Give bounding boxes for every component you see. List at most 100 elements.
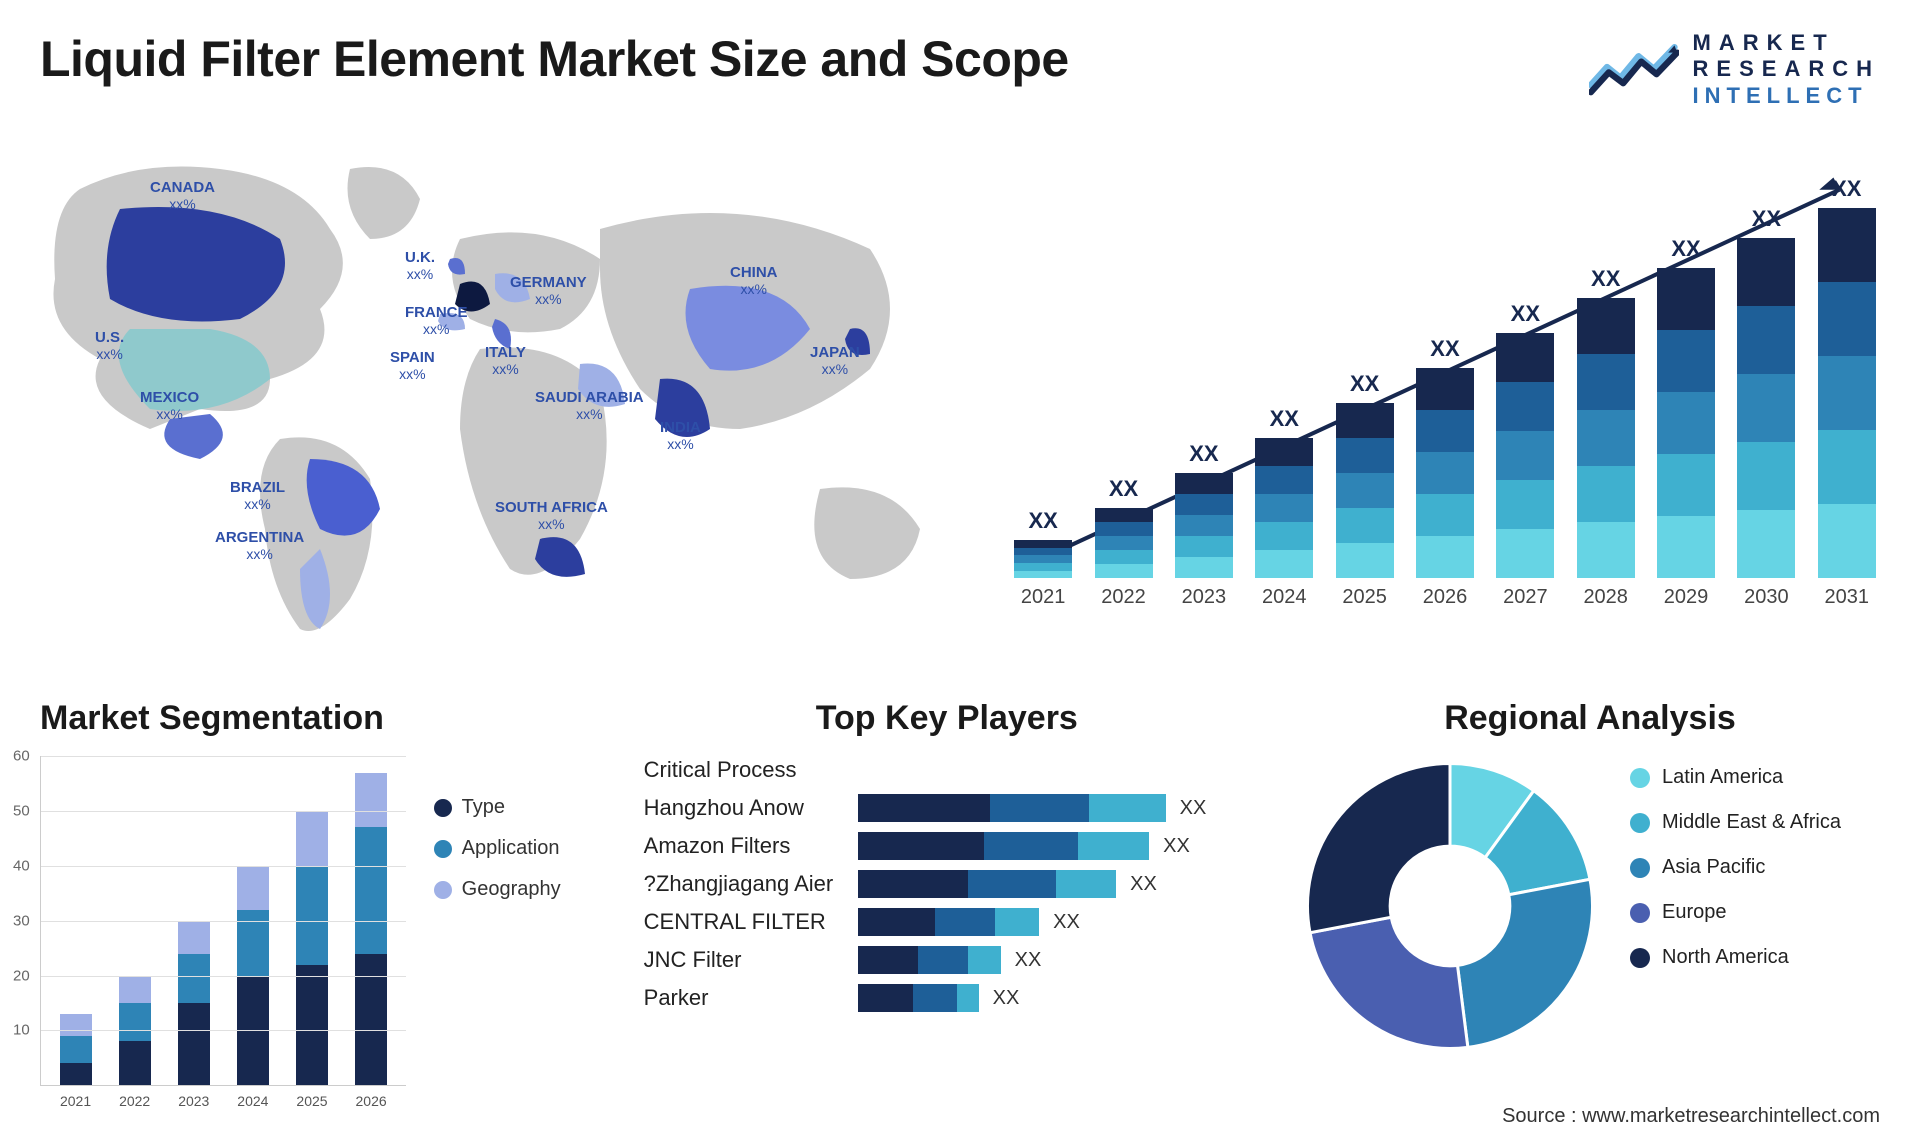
map-label-spain: SPAINxx%	[390, 349, 435, 382]
forecast-col-2031: XX 2031	[1814, 176, 1880, 609]
seg-year-label: 2026	[356, 1093, 387, 1109]
map-label-japan: JAPANxx%	[810, 344, 860, 377]
keyplayers-heading: Top Key Players	[644, 699, 1250, 738]
forecast-value-label: XX	[1109, 476, 1138, 502]
keyplayers-chart: Critical ProcessHangzhou AnowXXAmazon Fi…	[644, 756, 1250, 1012]
forecast-value-label: XX	[1671, 236, 1700, 262]
kp-value: XX	[1053, 911, 1080, 934]
kp-row: Critical Process	[644, 756, 1250, 784]
map-label-saudi-arabia: SAUDI ARABIAxx%	[535, 389, 644, 422]
seg-year-label: 2023	[178, 1093, 209, 1109]
forecast-value-label: XX	[1832, 176, 1861, 202]
kp-value: XX	[1163, 835, 1190, 858]
logo-text-2: RESEARCH	[1693, 56, 1880, 82]
forecast-value-label: XX	[1430, 336, 1459, 362]
map-label-france: FRANCExx%	[405, 304, 468, 337]
forecast-year-label: 2023	[1182, 586, 1227, 609]
forecast-year-label: 2028	[1583, 586, 1628, 609]
brand-logo: MARKET RESEARCH INTELLECT	[1589, 30, 1880, 109]
kp-row: ?Zhangjiagang Aier XX	[644, 870, 1250, 898]
map-label-u.k.: U.K.xx%	[405, 249, 435, 282]
forecast-col-2026: XX 2026	[1412, 336, 1478, 609]
forecast-value-label: XX	[1029, 508, 1058, 534]
forecast-value-label: XX	[1752, 206, 1781, 232]
forecast-year-label: 2027	[1503, 586, 1548, 609]
forecast-year-label: 2021	[1021, 586, 1066, 609]
page-title: Liquid Filter Element Market Size and Sc…	[40, 30, 1069, 88]
kp-name: Parker	[644, 985, 844, 1011]
forecast-year-label: 2029	[1664, 586, 1709, 609]
logo-text-1: MARKET	[1693, 30, 1880, 56]
forecast-col-2023: XX 2023	[1171, 441, 1237, 609]
kp-value: XX	[1015, 949, 1042, 972]
map-label-mexico: MEXICOxx%	[140, 389, 199, 422]
ra-legend-item: Asia Pacific	[1630, 856, 1841, 879]
ra-legend-item: North America	[1630, 946, 1841, 969]
kp-name: Hangzhou Anow	[644, 795, 844, 821]
forecast-col-2030: XX 2030	[1733, 206, 1799, 609]
kp-name: ?Zhangjiagang Aier	[644, 871, 844, 897]
forecast-col-2021: XX 2021	[1010, 508, 1076, 609]
forecast-col-2025: XX 2025	[1331, 371, 1397, 609]
segmentation-chart: 202120222023202420252026 102030405060	[40, 756, 406, 1086]
map-label-china: CHINAxx%	[730, 264, 778, 297]
kp-row: Amazon Filters XX	[644, 832, 1250, 860]
ra-legend-item: Europe	[1630, 901, 1841, 924]
forecast-col-2022: XX 2022	[1090, 476, 1156, 609]
donut-slice-europe	[1310, 917, 1468, 1048]
forecast-year-label: 2030	[1744, 586, 1789, 609]
logo-mark-icon	[1589, 37, 1679, 102]
forecast-value-label: XX	[1270, 406, 1299, 432]
forecast-year-label: 2025	[1342, 586, 1387, 609]
ra-legend-item: Middle East & Africa	[1630, 811, 1841, 834]
forecast-value-label: XX	[1189, 441, 1218, 467]
forecast-col-2029: XX 2029	[1653, 236, 1719, 609]
map-label-italy: ITALYxx%	[485, 344, 526, 377]
world-map: CANADAxx% U.S.xx% MEXICOxx% BRAZILxx% ARGENT…	[40, 129, 970, 649]
regional-donut	[1300, 756, 1600, 1056]
forecast-year-label: 2031	[1825, 586, 1870, 609]
source-text: Source : www.marketresearchintellect.com	[1502, 1105, 1880, 1128]
kp-name: JNC Filter	[644, 947, 844, 973]
ra-legend-item: Latin America	[1630, 766, 1841, 789]
segmentation-legend: Type Application Geography	[434, 756, 594, 1086]
seg-legend-item: Type	[434, 796, 594, 819]
map-label-argentina: ARGENTINAxx%	[215, 529, 304, 562]
logo-text-3: INTELLECT	[1693, 83, 1880, 109]
map-label-south-africa: SOUTH AFRICAxx%	[495, 499, 608, 532]
kp-row: JNC Filter XX	[644, 946, 1250, 974]
map-label-canada: CANADAxx%	[150, 179, 215, 212]
forecast-col-2027: XX 2027	[1492, 301, 1558, 609]
donut-slice-north-america	[1308, 764, 1451, 933]
seg-year-label: 2025	[296, 1093, 327, 1109]
map-label-india: INDIAxx%	[660, 419, 701, 452]
donut-slice-asia-pacific	[1458, 879, 1593, 1047]
map-label-u.s.: U.S.xx%	[95, 329, 124, 362]
forecast-value-label: XX	[1511, 301, 1540, 327]
segmentation-heading: Market Segmentation	[40, 699, 594, 738]
seg-year-label: 2021	[60, 1093, 91, 1109]
regional-legend: Latin America Middle East & Africa Asia Pa…	[1630, 756, 1841, 969]
forecast-value-label: XX	[1350, 371, 1379, 397]
forecast-year-label: 2026	[1423, 586, 1468, 609]
regional-heading: Regional Analysis	[1300, 699, 1880, 738]
kp-value: XX	[1130, 873, 1157, 896]
seg-year-label: 2024	[237, 1093, 268, 1109]
seg-year-label: 2022	[119, 1093, 150, 1109]
forecast-value-label: XX	[1591, 266, 1620, 292]
seg-legend-item: Application	[434, 837, 594, 860]
seg-legend-item: Geography	[434, 878, 594, 901]
forecast-year-label: 2024	[1262, 586, 1307, 609]
forecast-col-2028: XX 2028	[1573, 266, 1639, 609]
forecast-col-2024: XX 2024	[1251, 406, 1317, 609]
forecast-chart: XX 2021 XX 2022 XX 2023 XX 2024 XX 2025 XX 2026 XX 20…	[1010, 129, 1880, 649]
kp-row: CENTRAL FILTERXX	[644, 908, 1250, 936]
kp-row: Hangzhou AnowXX	[644, 794, 1250, 822]
kp-name: Critical Process	[644, 757, 844, 783]
forecast-year-label: 2022	[1101, 586, 1146, 609]
kp-name: Amazon Filters	[644, 833, 844, 859]
kp-row: Parker XX	[644, 984, 1250, 1012]
map-label-germany: GERMANYxx%	[510, 274, 587, 307]
kp-value: XX	[993, 987, 1020, 1010]
map-label-brazil: BRAZILxx%	[230, 479, 285, 512]
